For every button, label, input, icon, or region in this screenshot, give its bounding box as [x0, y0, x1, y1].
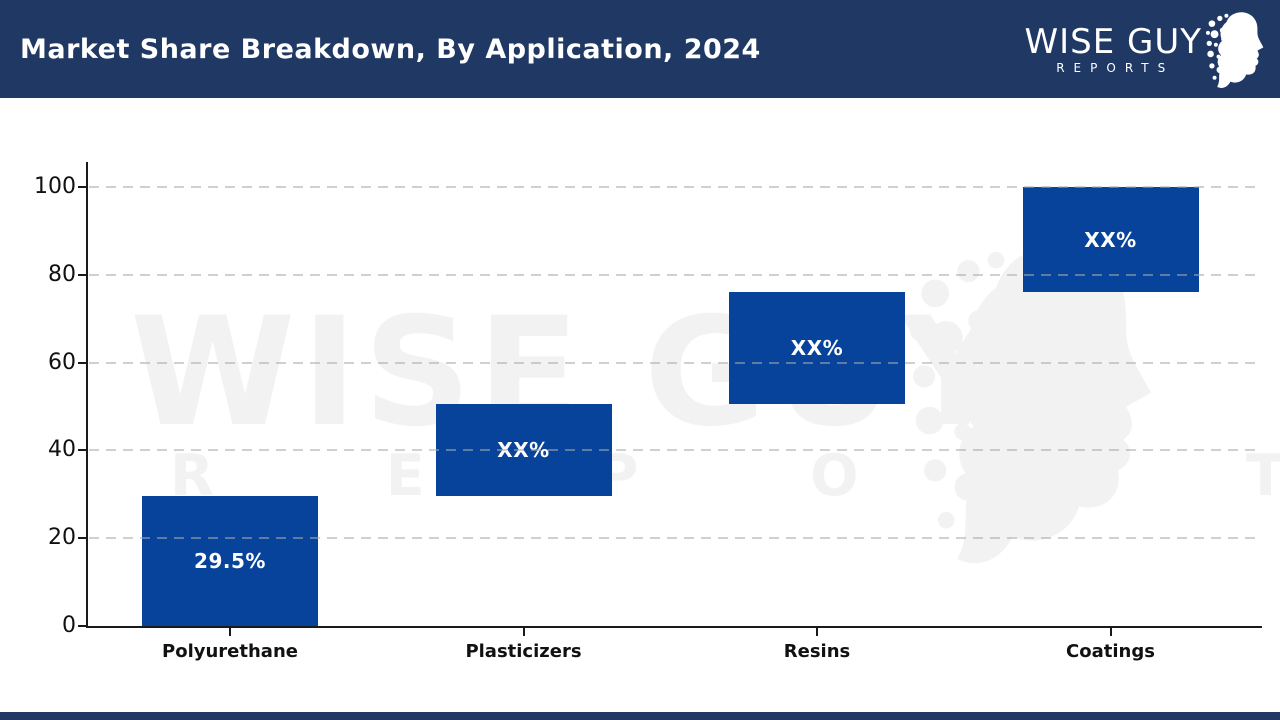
- x-axis-line: [86, 626, 1262, 628]
- brand-logo: WISE GUY REPORTS: [1024, 6, 1266, 94]
- y-axis-tick-40: [78, 449, 86, 452]
- x-axis-tick-coatings: [1109, 628, 1112, 636]
- bar-value-label-coatings: XX%: [1084, 227, 1137, 252]
- gridline-100: [89, 186, 1261, 188]
- gridline-80: [89, 273, 1261, 276]
- x-axis-tick-resins: [816, 628, 818, 636]
- chart-title: Market Share Breakdown, By Application, …: [20, 33, 761, 65]
- brand-name: WISE GUY: [1024, 21, 1202, 62]
- plot-area: WISE GUY R E P O R T S 02040608010029.5%…: [0, 98, 1280, 712]
- bar-resins: XX%: [729, 292, 905, 405]
- x-axis-tick-polyurethane: [229, 628, 231, 636]
- gridline-40: [89, 449, 1261, 452]
- y-axis-line: [86, 162, 88, 628]
- x-axis-label-resins: Resins: [783, 641, 851, 662]
- y-axis-tick-label-0: 0: [62, 613, 76, 638]
- bar-polyurethane: 29.5%: [142, 496, 318, 626]
- y-axis-tick-label-20: 20: [48, 525, 76, 551]
- x-axis-label-polyurethane: Polyurethane: [162, 641, 298, 662]
- bar-value-label-resins: XX%: [790, 336, 844, 361]
- bar-value-label-polyurethane: 29.5%: [194, 549, 266, 574]
- x-axis-tick-plasticizers: [522, 628, 525, 636]
- y-axis-tick-0: [78, 625, 86, 627]
- header-bar: Market Share Breakdown, By Application, …: [0, 0, 1280, 98]
- brand-face-icon: [1205, 12, 1264, 88]
- y-axis-tick-label-80: 80: [48, 261, 76, 287]
- y-axis-tick-label-100: 100: [34, 174, 76, 199]
- footer-bar: [0, 712, 1280, 720]
- x-axis-label-coatings: Coatings: [1066, 641, 1155, 662]
- gridline-60: [89, 361, 1261, 364]
- y-axis-tick-label-60: 60: [48, 349, 76, 375]
- y-axis-tick-20: [78, 537, 86, 540]
- y-axis-tick-80: [78, 273, 86, 276]
- y-axis-tick-label-40: 40: [48, 437, 76, 463]
- brand-subname: REPORTS: [1056, 61, 1175, 76]
- gridline-20: [89, 537, 1261, 540]
- y-axis-tick-60: [78, 361, 86, 364]
- bar-coatings: XX%: [1022, 187, 1199, 293]
- y-axis-tick-100: [78, 186, 86, 188]
- x-axis-label-plasticizers: Plasticizers: [465, 641, 582, 662]
- brand-logo-text: WISE GUY REPORTS: [1024, 21, 1202, 76]
